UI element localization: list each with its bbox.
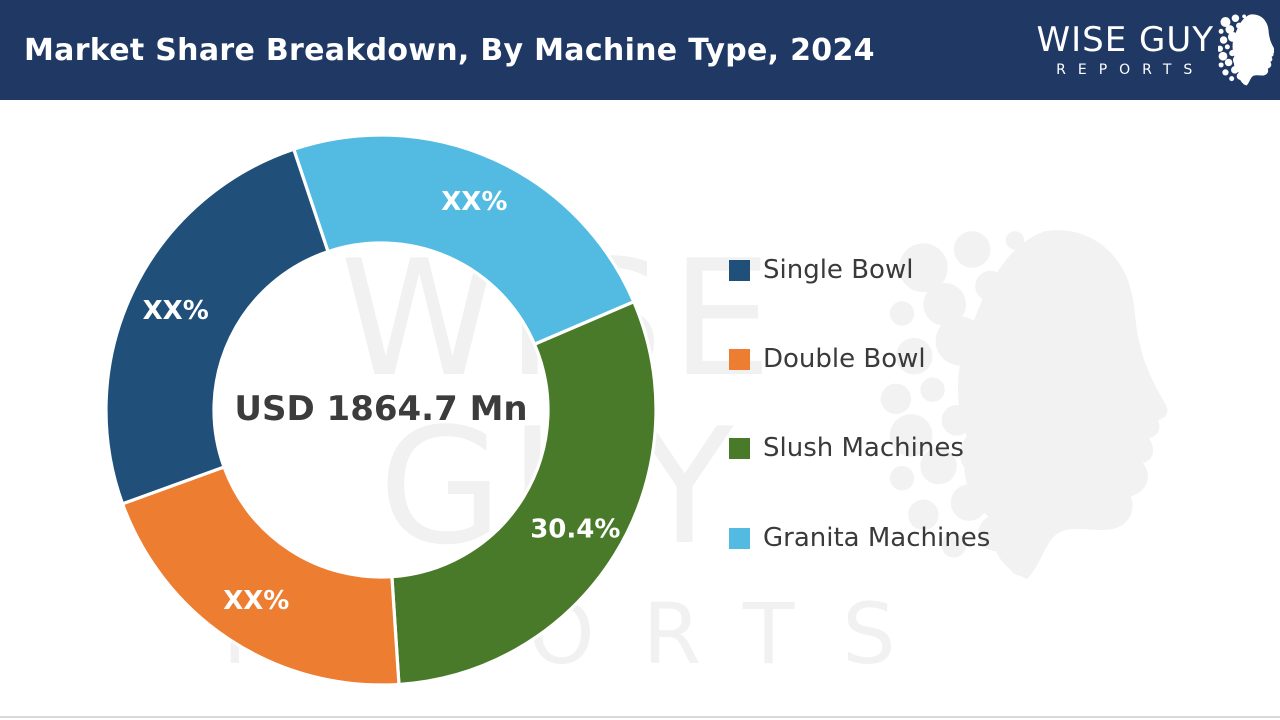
legend-label-single-bowl: Single Bowl: [763, 255, 914, 285]
legend-item-single-bowl: Single Bowl: [729, 255, 990, 286]
logo-text: WISE GUY REPORTS: [1036, 20, 1214, 78]
chart-legend: Single Bowl Double Bowl Slush Machines Gran…: [729, 255, 990, 554]
slice-double-bowl: [120, 465, 401, 687]
wiseguy-logo: WISE GUY REPORTS: [1036, 11, 1274, 89]
legend-item-granita-machines: Granita Machines: [729, 523, 990, 554]
slice-slush-machines: [390, 300, 658, 687]
slice-granita-machines: [292, 133, 636, 346]
legend-swatch-single-bowl: [729, 260, 750, 282]
legend-swatch-slush-machines: [729, 438, 750, 460]
slice-single-bowl: [104, 147, 330, 506]
donut-center-value: USD 1864.7 Mn: [234, 389, 528, 429]
legend-swatch-double-bowl: [729, 349, 750, 371]
legend-item-slush-machines: Slush Machines: [729, 433, 990, 464]
slice-value-slush-machines: 30.4%: [530, 514, 620, 544]
bottom-divider: [0, 716, 1280, 718]
legend-item-double-bowl: Double Bowl: [729, 344, 990, 375]
logo-face-icon: [1218, 11, 1274, 89]
page-title: Market Share Breakdown, By Machine Type,…: [24, 32, 875, 68]
logo-subtitle: REPORTS: [1056, 61, 1205, 78]
legend-label-granita-machines: Granita Machines: [763, 522, 991, 553]
legend-label-slush-machines: Slush Machines: [763, 433, 964, 464]
slice-value-granita-machines: XX%: [441, 187, 507, 217]
legend-label-double-bowl: Double Bowl: [763, 344, 926, 375]
legend-swatch-granita-machines: [729, 527, 750, 549]
slice-value-double-bowl: XX%: [223, 586, 289, 616]
logo-wordmark: WISE GUY: [1036, 20, 1214, 61]
header-bar: Market Share Breakdown, By Machine Type,…: [0, 0, 1280, 100]
slice-value-single-bowl: XX%: [143, 296, 209, 326]
